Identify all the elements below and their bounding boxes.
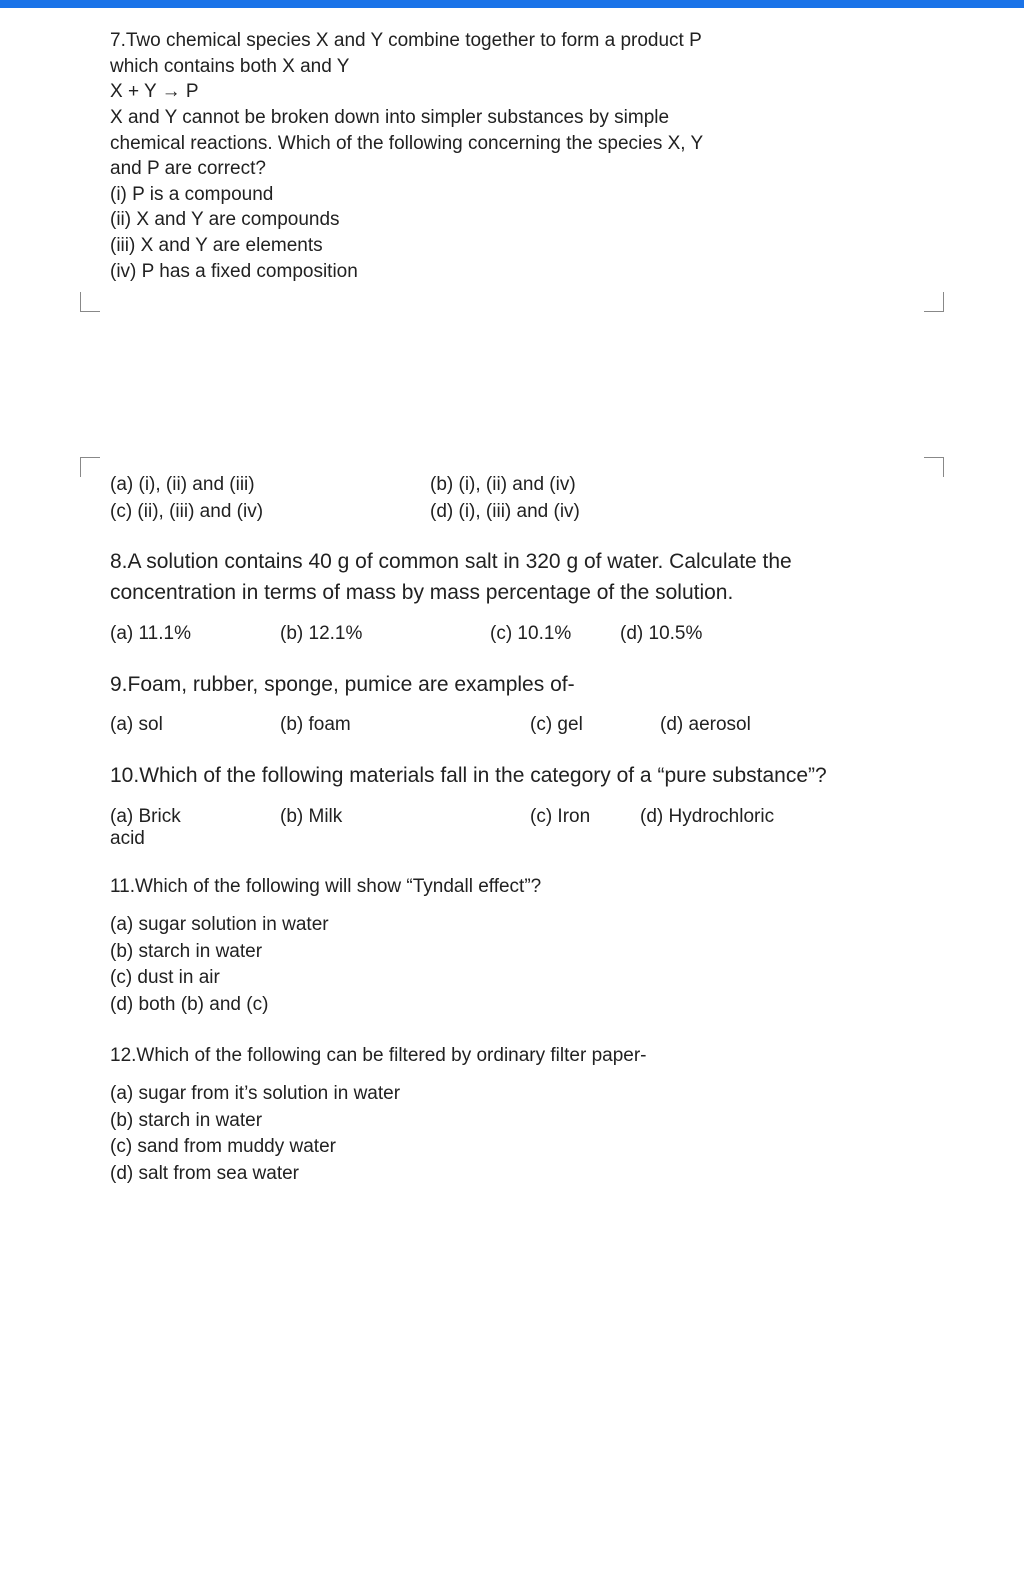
q11-option-b: (b) starch in water bbox=[110, 939, 914, 966]
q8-option-b: (b) 12.1% bbox=[280, 623, 490, 645]
q12-options: (a) sugar from it’s solution in water (b… bbox=[110, 1081, 914, 1187]
crop-mark-icon bbox=[80, 292, 100, 312]
crop-marks-bottom bbox=[110, 452, 914, 472]
page-content: 7.Two chemical species X and Y combine t… bbox=[0, 8, 1024, 1272]
q7-statement: (i) P is a compound bbox=[110, 182, 914, 208]
q7-option-c: (c) (ii), (iii) and (iv) bbox=[110, 499, 430, 526]
question-7: 7.Two chemical species X and Y combine t… bbox=[110, 28, 914, 284]
q7-options: (a) (i), (ii) and (iii) (b) (i), (ii) an… bbox=[110, 472, 914, 525]
q7-line: which contains both X and Y bbox=[110, 54, 914, 80]
q10-option-b: (b) Milk bbox=[280, 806, 530, 828]
question-10: 10.Which of the following materials fall… bbox=[110, 760, 914, 792]
q7-statement: (iii) X and Y are elements bbox=[110, 233, 914, 259]
q11-option-d: (d) both (b) and (c) bbox=[110, 992, 914, 1019]
q7-statement: (iv) P has a fixed composition bbox=[110, 259, 914, 285]
question-9: 9.Foam, rubber, sponge, pumice are examp… bbox=[110, 669, 914, 701]
q9-option-d: (d) aerosol bbox=[660, 714, 914, 736]
q12-option-a: (a) sugar from it’s solution in water bbox=[110, 1081, 914, 1108]
q7-line: X and Y cannot be broken down into simpl… bbox=[110, 105, 914, 131]
top-accent-bar bbox=[0, 0, 1024, 8]
crop-mark-icon bbox=[80, 457, 100, 477]
q7-option-d: (d) (i), (iii) and (iv) bbox=[430, 499, 914, 526]
q10-option-d-cont: acid bbox=[110, 828, 914, 850]
q12-option-b: (b) starch in water bbox=[110, 1108, 914, 1135]
q11-options: (a) sugar solution in water (b) starch i… bbox=[110, 912, 914, 1018]
q9-option-b: (b) foam bbox=[280, 714, 530, 736]
q9-option-c: (c) gel bbox=[530, 714, 660, 736]
q11-option-a: (a) sugar solution in water bbox=[110, 912, 914, 939]
crop-marks-top bbox=[110, 292, 914, 322]
q10-option-c: (c) Iron bbox=[530, 806, 640, 828]
q8-option-a: (a) 11.1% bbox=[110, 623, 280, 645]
q7-option-a: (a) (i), (ii) and (iii) bbox=[110, 472, 430, 499]
q7-line: chemical reactions. Which of the followi… bbox=[110, 131, 914, 157]
q12-option-c: (c) sand from muddy water bbox=[110, 1134, 914, 1161]
question-8: 8.A solution contains 40 g of common sal… bbox=[110, 546, 914, 609]
q9-options: (a) sol (b) foam (c) gel (d) aerosol bbox=[110, 714, 914, 736]
q8-option-d: (d) 10.5% bbox=[620, 623, 914, 645]
q7-option-b: (b) (i), (ii) and (iv) bbox=[430, 472, 914, 499]
q8-options: (a) 11.1% (b) 12.1% (c) 10.1% (d) 10.5% bbox=[110, 623, 914, 645]
q12-option-d: (d) salt from sea water bbox=[110, 1161, 914, 1188]
question-11: 11.Which of the following will show “Tyn… bbox=[110, 874, 914, 901]
q11-option-c: (c) dust in air bbox=[110, 965, 914, 992]
q7-line: and P are correct? bbox=[110, 156, 914, 182]
q7-statement: (ii) X and Y are compounds bbox=[110, 207, 914, 233]
q8-option-c: (c) 10.1% bbox=[490, 623, 620, 645]
crop-mark-icon bbox=[924, 457, 944, 477]
q10-option-d: (d) Hydrochloric bbox=[640, 806, 914, 828]
q10-options: (a) Brick (b) Milk (c) Iron (d) Hydrochl… bbox=[110, 806, 914, 850]
q7-line: 7.Two chemical species X and Y combine t… bbox=[110, 28, 914, 54]
crop-mark-icon bbox=[924, 292, 944, 312]
q7-equation: X + Y → P bbox=[110, 79, 914, 105]
question-12: 12.Which of the following can be filtere… bbox=[110, 1043, 914, 1070]
q9-option-a: (a) sol bbox=[110, 714, 280, 736]
q10-option-a: (a) Brick bbox=[110, 806, 280, 828]
